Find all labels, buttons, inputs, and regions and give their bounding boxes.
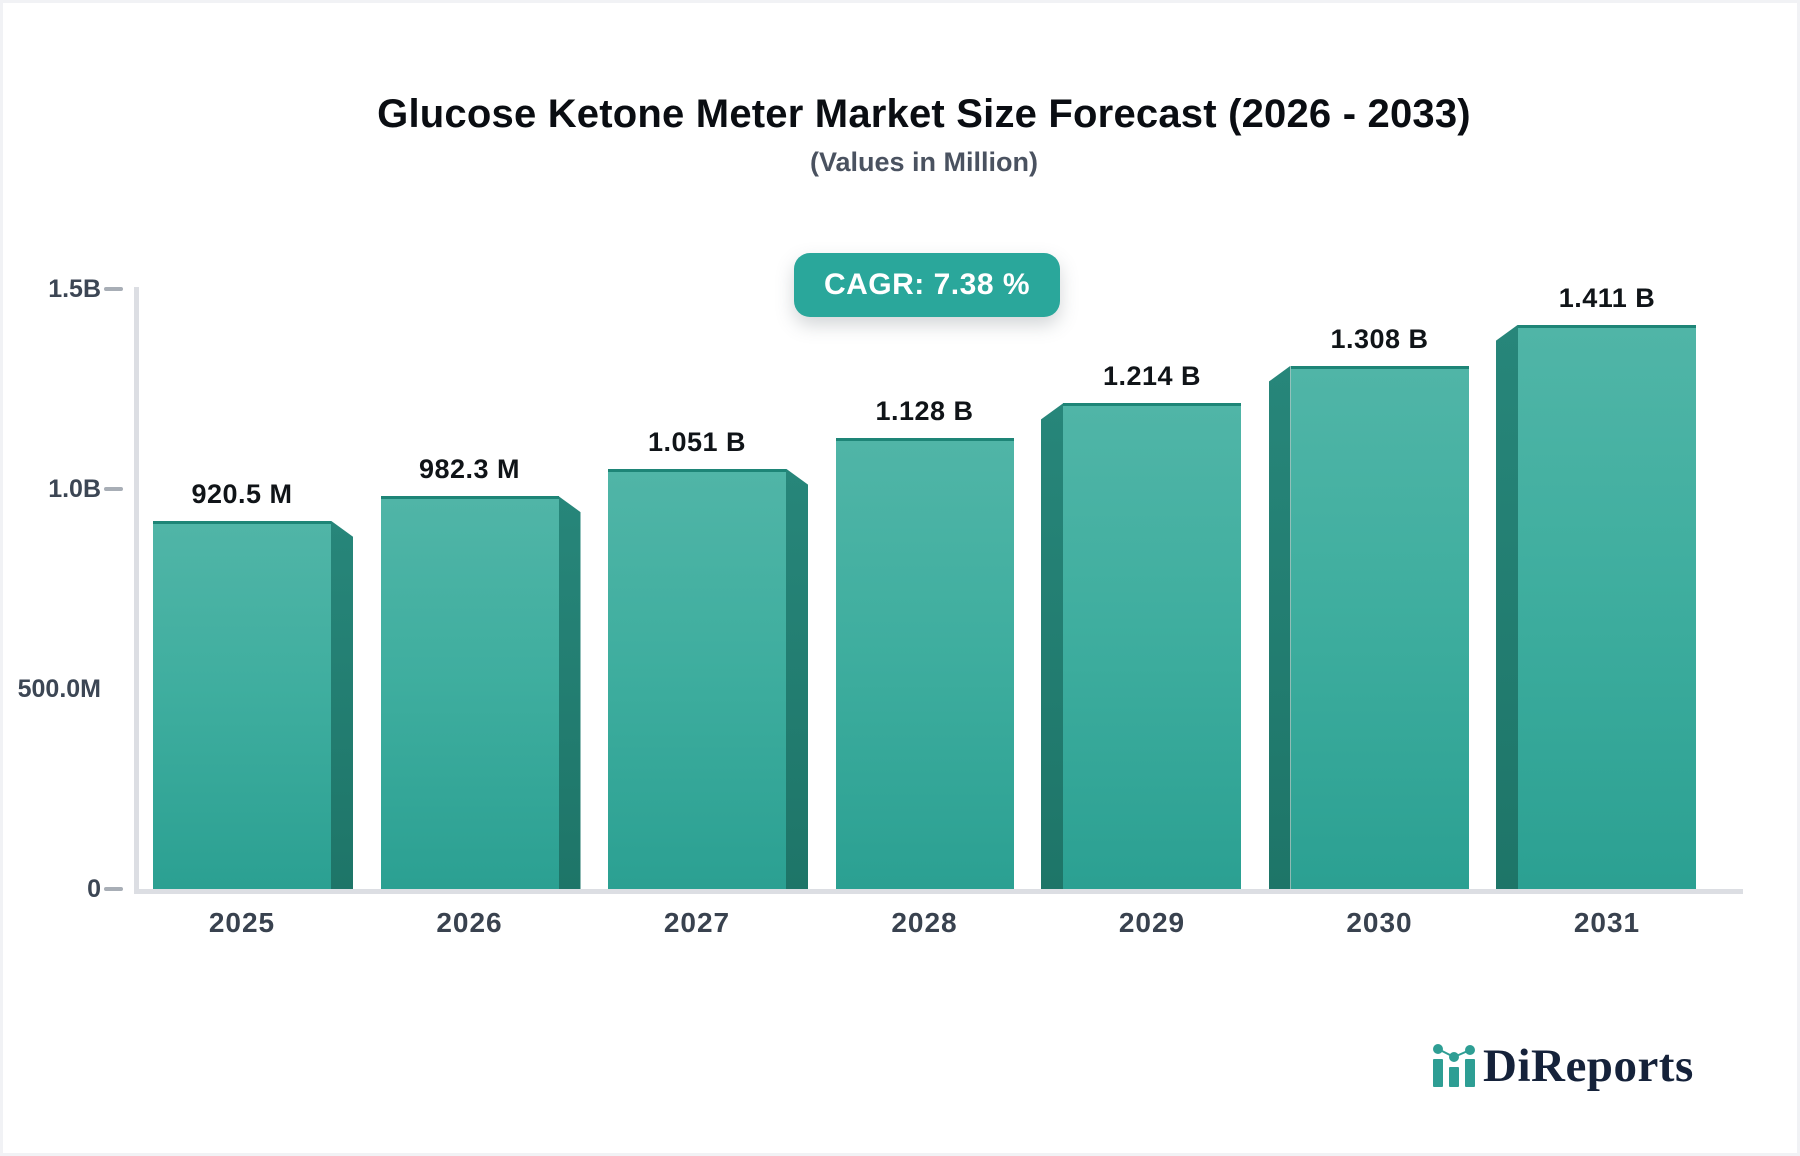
y-tick-dash [104, 287, 123, 291]
bar-value-label: 1.051 B [647, 426, 747, 457]
cagr-badge-row: CAGR: 7.38 % [43, 253, 1797, 317]
bar-2027 [608, 468, 786, 889]
y-axis-line [134, 287, 139, 894]
x-axis-line [134, 889, 1743, 894]
bar-2029 [1063, 403, 1241, 889]
bar-chart-trend-icon [1433, 1044, 1475, 1087]
bar-side-shadow [558, 496, 581, 889]
bar-chart: 1.5B 1.0B 500.0M 0 920.5 M 2025 982.3 M 2026 1.0… [3, 3, 1797, 1153]
x-axis-label: 2026 [436, 907, 503, 938]
bar-2031 [1518, 324, 1696, 889]
bar-side-shadow [1496, 324, 1518, 889]
bar-value-label: 1.411 B [1558, 282, 1656, 313]
direports-logo: DiReports [1431, 1037, 1731, 1101]
x-axis-label: 2030 [1346, 907, 1413, 938]
y-tick-label: 500.0M [17, 675, 101, 703]
page-title: Glucose Ketone Meter Market Size Forecas… [377, 92, 1471, 136]
x-axis-label: 2027 [663, 907, 731, 938]
bar-value-label: 1.308 B [1330, 323, 1429, 354]
bar-value-label: 1.214 B [1102, 361, 1202, 392]
chart-subtitle: (Values in Million) [809, 147, 1039, 177]
bar-side-shadow [1041, 403, 1063, 889]
bar-side-shadow [331, 520, 353, 889]
bar-side-shadow [1268, 365, 1291, 889]
chart-header: Glucose Ketone Meter Market Size Forecas… [43, 91, 1797, 178]
bar-side-shadow [786, 468, 808, 889]
bar-value-label: 920.5 M [191, 478, 293, 509]
x-axis-label: 2025 [208, 907, 276, 938]
x-axis-label: 2031 [1573, 907, 1641, 938]
bar-2025 [153, 520, 331, 889]
x-axis-label: 2029 [1118, 907, 1186, 938]
x-axis-label: 2028 [891, 907, 958, 938]
y-tick-label: 0 [87, 875, 101, 903]
y-tick-label: 1.0B [48, 475, 101, 503]
y-tick-label: 1.5B [48, 275, 101, 303]
bar-2026 [380, 496, 559, 889]
bar-2030 [1290, 365, 1469, 889]
bar-value-label: 982.3 M [418, 454, 521, 485]
bar-2028 [835, 437, 1014, 889]
bar-value-label: 1.128 B [875, 395, 974, 426]
cagr-badge: CAGR: 7.38 % [793, 253, 1061, 317]
y-tick-dash [104, 487, 123, 491]
logo-text: DiReports [1483, 1040, 1694, 1092]
y-tick-dash [104, 887, 123, 891]
